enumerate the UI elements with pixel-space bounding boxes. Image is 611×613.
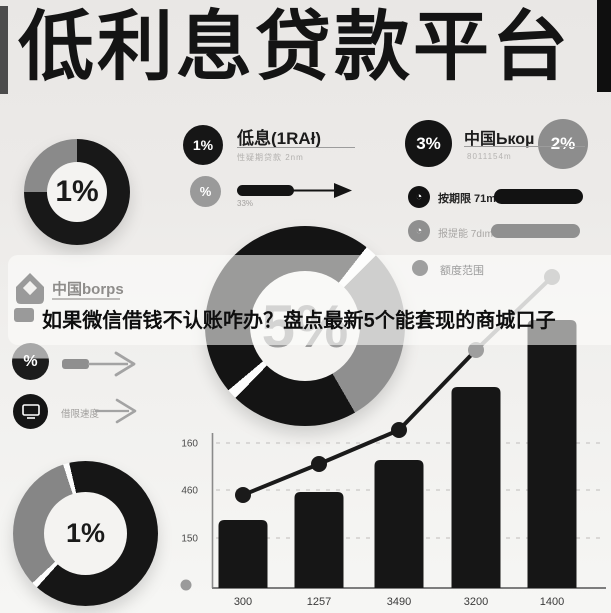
- donut-chart-top-left: 1%: [24, 139, 130, 245]
- right-panel-divider: [464, 146, 585, 147]
- left-edge-bar: [0, 6, 8, 94]
- right-edge-bar: [597, 0, 611, 92]
- brand-underline: [52, 298, 120, 300]
- right-row2-label: 报提能 7dım: [438, 229, 494, 240]
- left-mini-bar: [62, 359, 89, 369]
- headline-text: 如果微信借钱不认账咋办？盘点最新5个能套现的商城口子: [42, 310, 556, 332]
- right-panel-subtitle: 8011154m: [467, 152, 512, 161]
- svg-text:160: 160: [181, 439, 198, 450]
- right-row3-label: 额度范围: [440, 265, 484, 277]
- mid-panel-divider: [237, 147, 355, 148]
- svg-text:1400: 1400: [540, 596, 564, 608]
- right-badge-dark: 3%: [405, 120, 452, 167]
- headline-overlay-band: [8, 255, 611, 345]
- right-badge-gray-value: 2%: [550, 134, 576, 153]
- speed-label: 借限速度: [61, 409, 100, 420]
- mid-progress-pill: [237, 185, 294, 196]
- right-row2-bar: [491, 224, 580, 238]
- clock-icon: ◔: [408, 186, 430, 208]
- timer-glyph: ◔: [415, 225, 423, 237]
- right-badge-gray: 2%: [538, 119, 588, 169]
- percent-symbol: %: [23, 352, 38, 370]
- mid-progress-caption: 33%: [237, 199, 254, 208]
- clock-glyph: ◔: [415, 191, 423, 203]
- mid-percent-symbol: %: [199, 184, 212, 199]
- svg-text:300: 300: [234, 596, 252, 608]
- arrow-right-outline-icon: [88, 351, 136, 377]
- svg-text:150: 150: [181, 534, 198, 545]
- svg-text:460: 460: [181, 486, 198, 497]
- svg-text:1257: 1257: [307, 596, 331, 608]
- timer-icon: ◔: [408, 220, 430, 242]
- mid-panel-title: 低息(1RAł): [237, 129, 322, 148]
- donut-chart-bottom-left: 1%: [13, 461, 158, 606]
- brand-label: 中国borps: [52, 281, 124, 298]
- right-row1-label: 按期限 71mm: [438, 193, 506, 205]
- svg-text:3490: 3490: [387, 596, 411, 608]
- arrow-right-outline-icon: [95, 398, 137, 424]
- right-row1-bar: [494, 189, 583, 204]
- svg-text:3200: 3200: [464, 596, 488, 608]
- mid-panel-subtitle: 性疑期贷款 2nm: [237, 153, 304, 162]
- mid-badge-value: 1%: [192, 137, 214, 153]
- percent-badge-split: %: [12, 343, 49, 380]
- donut-bottom-left-value: 1%: [65, 518, 106, 548]
- bullet-dot-icon: [412, 260, 428, 276]
- donut-top-left-value: 1%: [55, 175, 99, 208]
- right-badge-dark-value: 3%: [416, 133, 441, 153]
- page-title: 低利息贷款平台: [18, 5, 571, 90]
- mid-percent-badge-gray: %: [190, 176, 221, 207]
- right-panel-title: 中国Ькоµ: [464, 131, 535, 148]
- mid-perc(ent-badge-dark: 1%: [183, 125, 223, 165]
- monitor-icon: [13, 394, 48, 429]
- arrow-right-icon: [292, 183, 352, 198]
- home-icon: [14, 273, 44, 322]
